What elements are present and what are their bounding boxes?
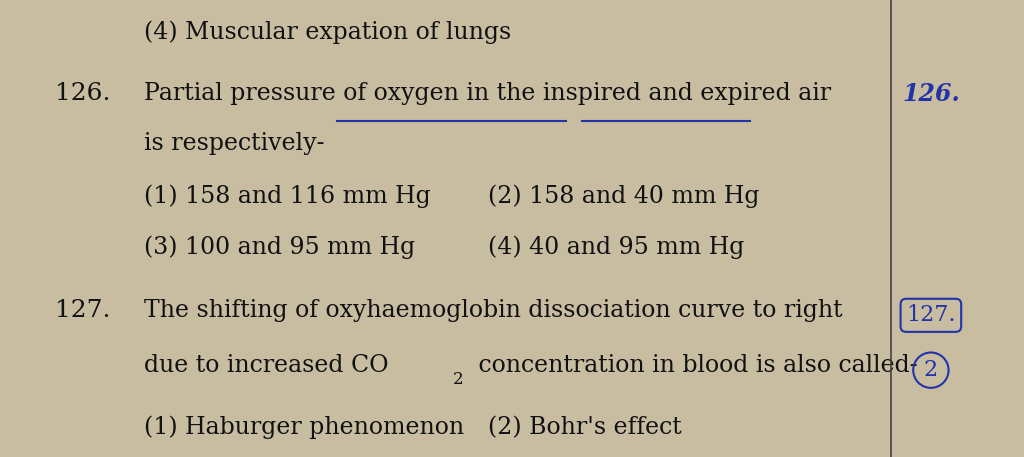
Text: due to increased CO: due to increased CO bbox=[144, 354, 389, 377]
Text: 127.: 127. bbox=[906, 304, 955, 326]
Text: (4) Muscular expation of lungs: (4) Muscular expation of lungs bbox=[144, 20, 512, 44]
Text: (4) 40 and 95 mm Hg: (4) 40 and 95 mm Hg bbox=[487, 235, 744, 259]
Text: concentration in blood is also called-: concentration in blood is also called- bbox=[471, 354, 918, 377]
Text: (2) 158 and 40 mm Hg: (2) 158 and 40 mm Hg bbox=[487, 185, 760, 208]
Text: 126.: 126. bbox=[54, 82, 111, 105]
Text: (2) Bohr's effect: (2) Bohr's effect bbox=[487, 416, 682, 439]
Text: is respectively-: is respectively- bbox=[144, 133, 325, 155]
Text: 2: 2 bbox=[924, 359, 938, 381]
Text: Partial pressure of oxygen in the inspired and expired air: Partial pressure of oxygen in the inspir… bbox=[144, 82, 831, 105]
Text: 127.: 127. bbox=[54, 299, 111, 322]
Text: (3) 100 and 95 mm Hg: (3) 100 and 95 mm Hg bbox=[144, 235, 416, 259]
Text: (1) 158 and 116 mm Hg: (1) 158 and 116 mm Hg bbox=[144, 185, 431, 208]
Text: 126.: 126. bbox=[902, 82, 959, 106]
Text: 2: 2 bbox=[453, 371, 464, 388]
Text: The shifting of oxyhaemoglobin dissociation curve to right: The shifting of oxyhaemoglobin dissociat… bbox=[144, 299, 843, 322]
Text: (1) Haburger phenomenon: (1) Haburger phenomenon bbox=[144, 415, 465, 439]
